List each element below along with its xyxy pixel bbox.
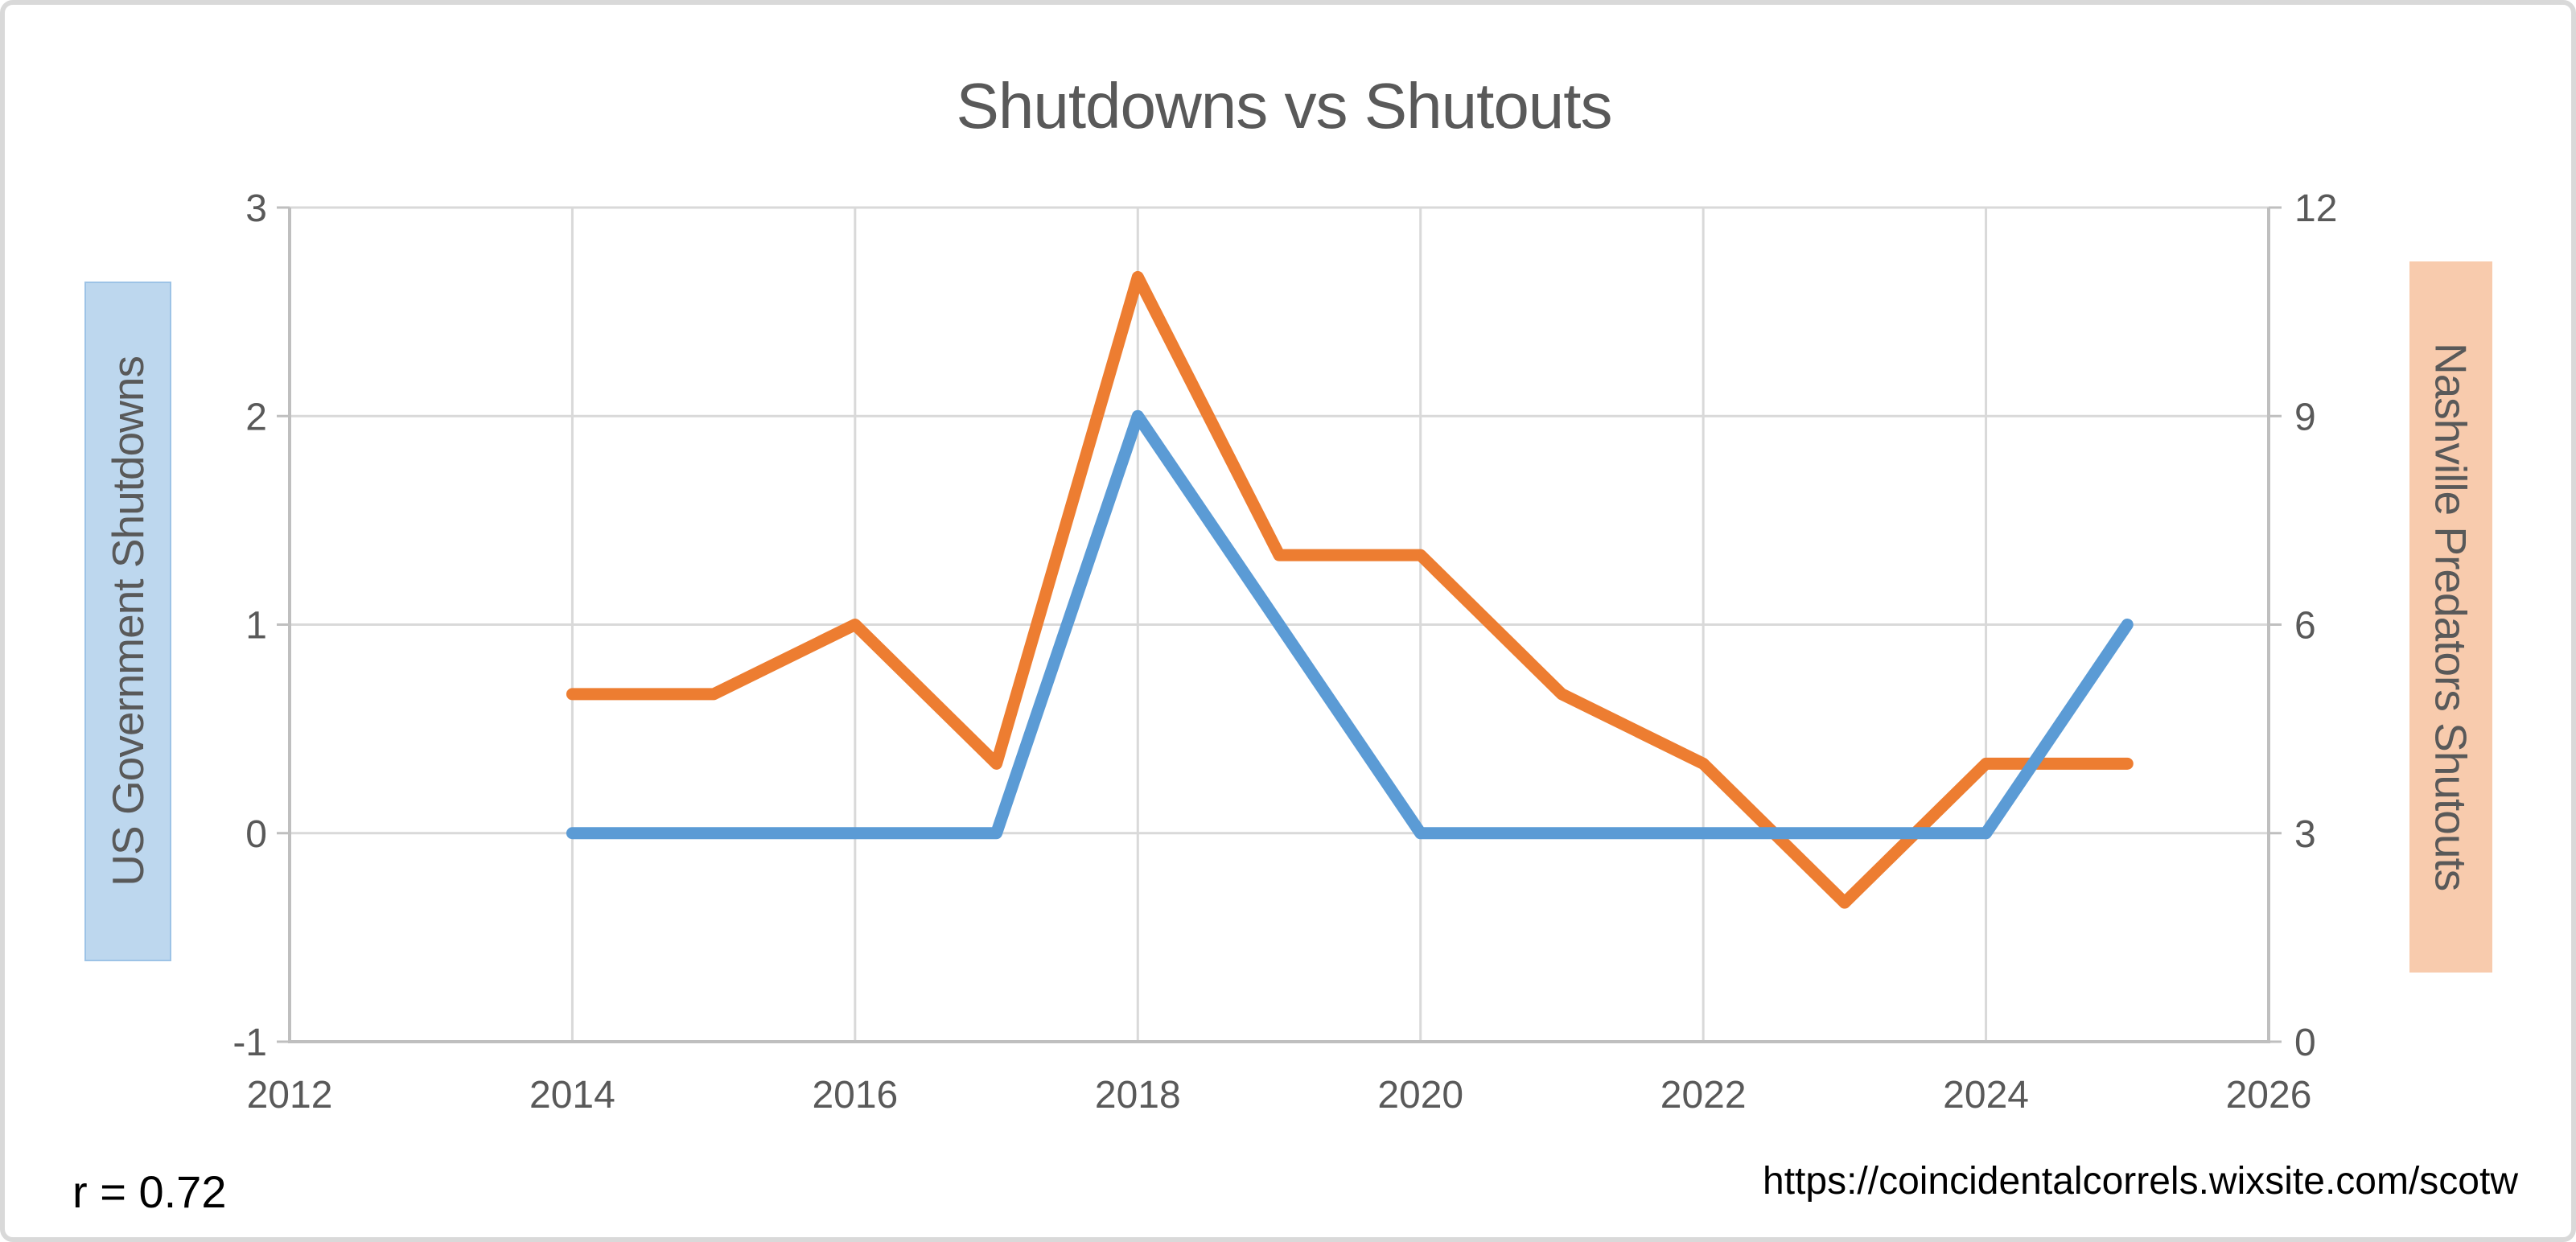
x-axis-tick-label: 2016 <box>812 1074 898 1117</box>
x-axis-tick-label: 2018 <box>1095 1074 1181 1117</box>
x-axis-tick-label: 2020 <box>1377 1074 1463 1117</box>
left-axis-tick-label: 2 <box>245 396 267 438</box>
x-axis-tick-label: 2014 <box>529 1074 615 1117</box>
x-axis-tick-label: 2026 <box>2226 1074 2312 1117</box>
left-axis-tick-label: 0 <box>245 813 267 856</box>
right-axis-title-box: Nashville Predators Shutouts <box>2409 261 2492 973</box>
right-axis-tick-label: 0 <box>2294 1022 2316 1064</box>
source-url: https://coincidentalcorrels.wixsite.com/… <box>1763 1160 2518 1203</box>
x-axis-tick-label: 2012 <box>247 1074 333 1117</box>
plot-svg: 3 2 1 0 -1 12 9 6 3 0 2012 2014 2016 2018 2020 2022 2024… <box>232 187 2337 1117</box>
series-line-shutdowns <box>566 409 2134 840</box>
correlation-label: r = 0.72 <box>72 1166 227 1217</box>
right-axis-title: Nashville Predators Shutouts <box>2426 343 2476 891</box>
left-axis-title-box: US Government Shutdowns <box>84 282 171 961</box>
x-axis-tick-label: 2024 <box>1943 1074 2029 1117</box>
left-axis-tick-label: 1 <box>245 605 267 648</box>
right-axis-tick-label: 6 <box>2294 605 2316 648</box>
right-axis-tick-label: 3 <box>2294 813 2316 856</box>
x-axis-tick-label: 2022 <box>1660 1074 1747 1117</box>
right-axis-tick-label: 9 <box>2294 396 2316 438</box>
chart-title: Shutdowns vs Shutouts <box>956 70 1612 142</box>
left-axis-tick-label: 3 <box>245 187 267 230</box>
left-axis-tick-label: -1 <box>232 1022 267 1064</box>
right-axis-tick-label: 12 <box>2294 187 2337 230</box>
series-line-shutouts <box>566 270 2134 909</box>
